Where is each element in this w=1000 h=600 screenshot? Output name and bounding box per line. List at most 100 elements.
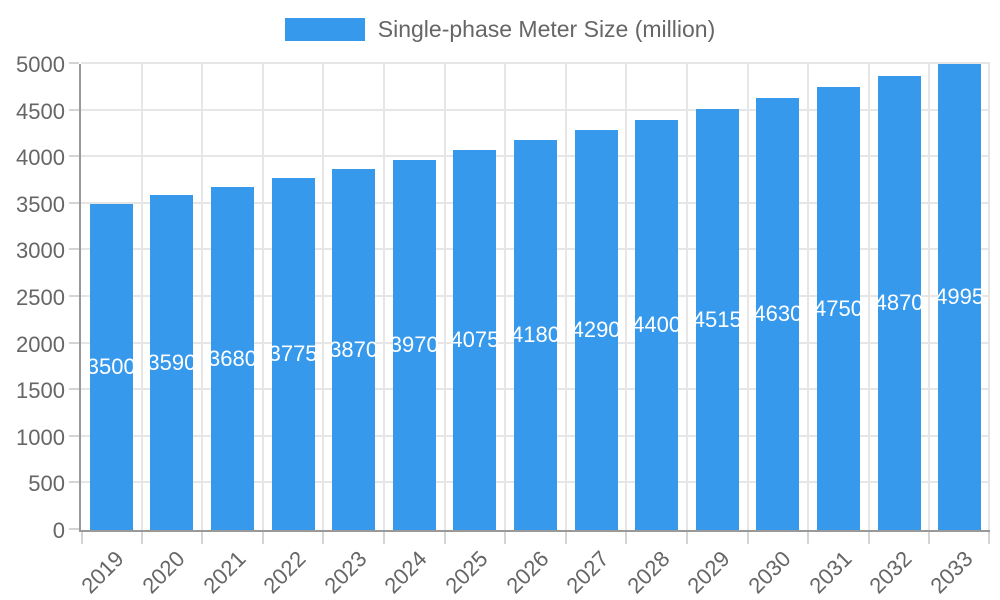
x-axis-label-2020: 2020 [137, 546, 190, 599]
bar-2020[interactable]: 3590 [147, 195, 197, 530]
x-tick-6 [443, 532, 446, 544]
bar-2030[interactable]: 4630 [753, 98, 803, 530]
bar-value-label-2024: 3970 [389, 332, 439, 357]
y-tick-3000 [69, 248, 79, 251]
bar-2033[interactable]: 4995 [935, 64, 985, 530]
x-axis-label-2033: 2033 [925, 546, 978, 599]
x-axis-label-2019: 2019 [76, 546, 129, 599]
y-axis-line [79, 64, 81, 530]
x-tick-11 [746, 532, 749, 544]
v-gridline-2 [201, 64, 204, 530]
bar-value-label-2029: 4515 [692, 306, 742, 332]
bar-2028[interactable]: 4400 [632, 119, 682, 530]
bar-2021[interactable]: 3680 [208, 187, 257, 530]
x-tick-14 [928, 532, 931, 544]
y-axis-label-4000: 4000 [16, 145, 65, 171]
v-gridline-4 [322, 64, 325, 530]
x-tick-13 [867, 532, 870, 544]
x-axis-label-2031: 2031 [803, 546, 857, 599]
bar-value-label-2033: 4995 [935, 284, 985, 310]
bar-2027[interactable]: 4290 [571, 130, 621, 530]
x-axis-label-2030: 2030 [743, 546, 796, 599]
y-axis-label-500: 500 [28, 471, 65, 497]
y-tick-2500 [69, 295, 79, 297]
y-tick-5000 [69, 62, 79, 64]
x-axis-label-2022: 2022 [258, 546, 311, 599]
x-axis-label-2029: 2029 [682, 546, 735, 599]
bar-2032[interactable]: 4870 [874, 76, 924, 530]
bar-value-label-2032: 4870 [874, 290, 924, 316]
v-gridline-1 [140, 64, 143, 530]
y-axis-label-2000: 2000 [16, 331, 65, 357]
x-tick-4 [322, 532, 325, 544]
bar-2022[interactable]: 3775 [268, 178, 318, 530]
y-axis-label-4500: 4500 [16, 98, 65, 124]
v-gridline-9 [625, 64, 628, 530]
y-tick-2000 [69, 341, 79, 344]
x-axis-line [79, 530, 990, 532]
bar-value-label-2019: 3500 [86, 353, 136, 379]
y-tick-500 [69, 481, 79, 484]
y-axis-label-1500: 1500 [16, 378, 65, 404]
legend-label[interactable]: Single-phase Meter Size (million) [377, 16, 716, 42]
x-axis-label-2023: 2023 [319, 546, 372, 599]
bar-2029[interactable]: 4515 [692, 109, 742, 530]
h-gridline-4500 [81, 108, 990, 111]
bar-value-label-2028: 4400 [632, 311, 682, 337]
bar-2026[interactable]: 4180 [511, 140, 560, 530]
y-tick-1000 [69, 434, 79, 437]
v-gridline-10 [685, 64, 688, 530]
v-gridline-15 [988, 64, 990, 530]
bar-value-label-2022: 3775 [268, 341, 318, 367]
bar-2031[interactable]: 4750 [814, 87, 863, 530]
x-axis-label-2021: 2021 [197, 546, 251, 599]
bar-value-label-2021: 3680 [208, 345, 257, 371]
bar-value-label-2023: 3870 [329, 336, 379, 362]
x-tick-10 [685, 532, 688, 544]
v-gridline-11 [746, 64, 749, 530]
x-tick-2 [201, 532, 204, 544]
x-axis-label-2027: 2027 [561, 546, 614, 599]
bar-2024[interactable]: 3970 [389, 160, 439, 530]
bar-value-label-2020: 3590 [147, 349, 197, 375]
v-gridline-8 [564, 64, 567, 530]
h-gridline-5000 [81, 62, 990, 64]
x-axis-label-2032: 2032 [864, 546, 917, 599]
y-tick-0 [69, 528, 79, 530]
x-tick-5 [382, 532, 385, 544]
bar-value-label-2027: 4290 [571, 317, 621, 343]
x-axis-label-2024: 2024 [379, 546, 432, 599]
y-axis-label-1000: 1000 [16, 424, 65, 450]
x-axis-label-2026: 2026 [500, 546, 554, 599]
y-axis-label-2500: 2500 [16, 285, 65, 310]
bar-value-label-2030: 4630 [753, 301, 803, 327]
legend-swatch[interactable] [284, 18, 365, 41]
bar-value-label-2031: 4750 [814, 295, 863, 321]
y-tick-4000 [69, 155, 79, 158]
x-tick-12 [807, 532, 810, 544]
bar-2023[interactable]: 3870 [329, 169, 379, 530]
y-tick-4500 [69, 108, 79, 111]
bar-2019[interactable]: 3500 [86, 203, 136, 530]
v-gridline-12 [807, 64, 810, 530]
bar-value-label-2026: 4180 [511, 322, 560, 348]
x-tick-9 [625, 532, 628, 544]
chart-legend: Single-phase Meter Size (million) [0, 16, 1000, 43]
y-axis-label-5000: 5000 [16, 52, 65, 77]
x-axis-label-2028: 2028 [622, 546, 675, 599]
x-tick-1 [140, 532, 143, 544]
v-gridline-3 [261, 64, 264, 530]
x-tick-8 [564, 532, 567, 544]
x-tick-7 [504, 532, 507, 544]
v-gridline-7 [504, 64, 507, 530]
x-axis-label-2025: 2025 [440, 546, 493, 599]
y-axis-label-0: 0 [52, 518, 65, 543]
x-tick-15 [988, 532, 990, 544]
v-gridline-5 [382, 64, 385, 530]
plot-area: 3500 3590 3680 3775 3870 3970 4075 4180 4290 4400… [16, 52, 990, 598]
x-tick-3 [261, 532, 264, 544]
bar-2025[interactable]: 4075 [450, 150, 499, 530]
v-gridline-14 [928, 64, 931, 530]
v-gridline-13 [867, 64, 870, 530]
